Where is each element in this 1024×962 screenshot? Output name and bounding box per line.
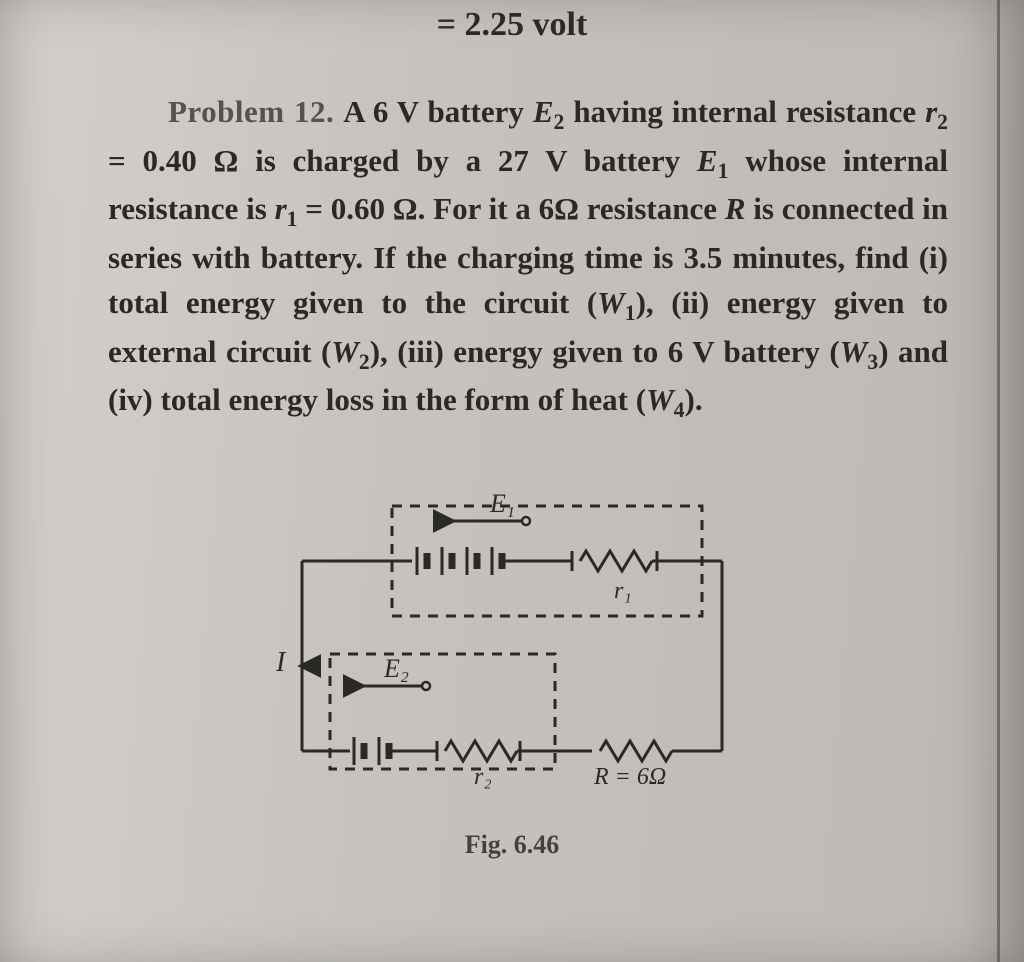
circuit-figure: E₁ r₁ I bbox=[262, 476, 762, 821]
label-e1: E₁ bbox=[489, 489, 515, 518]
problem-label: Problem 12. bbox=[168, 94, 334, 129]
label-R: R = 6Ω bbox=[593, 764, 666, 790]
label-e2: E₂ bbox=[383, 654, 409, 683]
page: = 2.25 volt Problem 12. A 6 V battery E2… bbox=[0, 0, 1024, 962]
previous-answer-line: = 2.25 volt bbox=[0, 6, 1024, 44]
problem-statement: A 6 V battery E2 having internal resista… bbox=[108, 94, 948, 417]
label-r1: r₁ bbox=[614, 578, 632, 604]
figure-caption: Fig. 6.46 bbox=[262, 830, 762, 860]
problem-body: Problem 12. A 6 V battery E2 having inte… bbox=[108, 90, 948, 427]
circuit-svg: E₁ r₁ I bbox=[262, 476, 762, 816]
label-r2: r₂ bbox=[474, 764, 492, 790]
label-I: I bbox=[275, 647, 287, 678]
right-margin-rule bbox=[997, 0, 1000, 962]
